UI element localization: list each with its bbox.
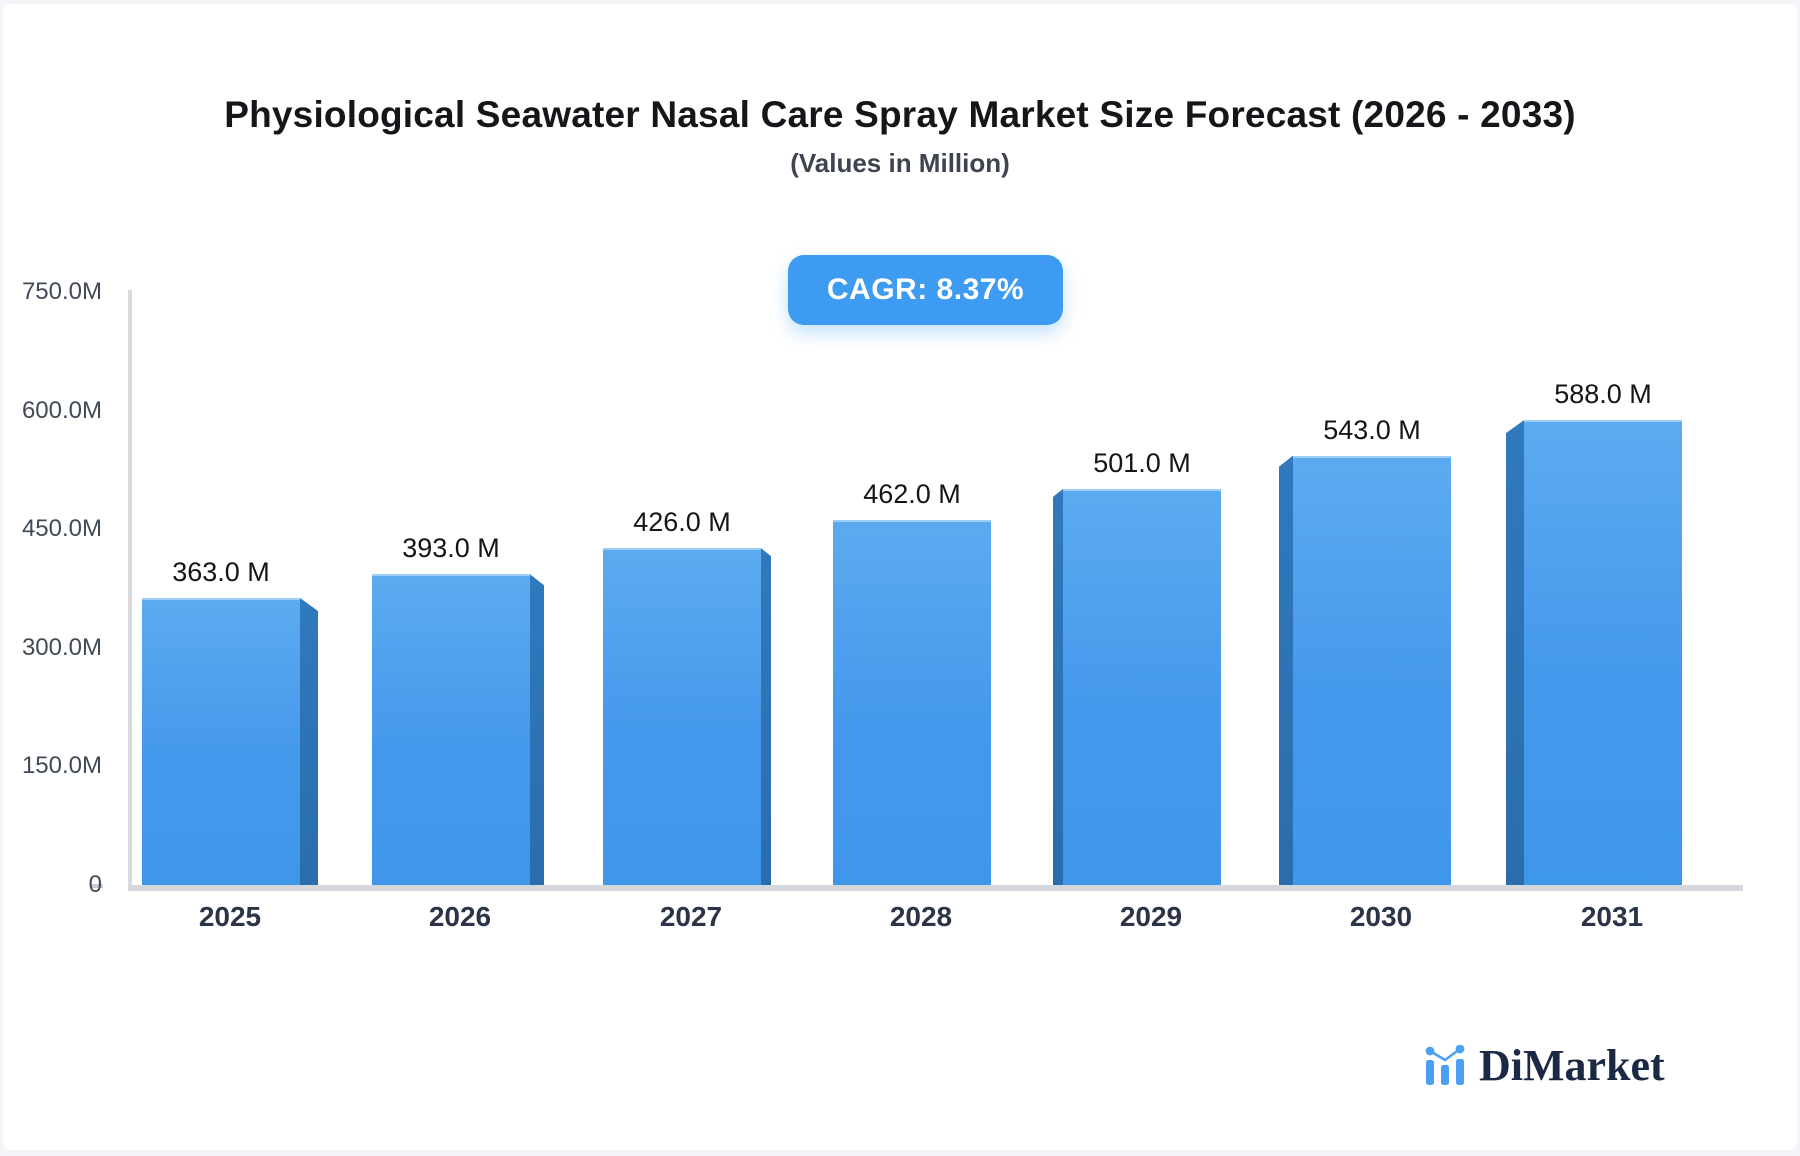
bar-2030[interactable]: [1293, 455, 1451, 885]
bar-2031[interactable]: [1524, 420, 1682, 885]
bar-value-label: 426.0 M: [633, 507, 731, 538]
x-category-label: 2028: [889, 901, 953, 932]
x-category-label: 2030: [1349, 901, 1413, 932]
bar-value-label: 363.0 M: [172, 556, 270, 587]
bar-2025[interactable]: [142, 597, 300, 885]
zero-tick-mark: [92, 884, 103, 888]
bar-2027[interactable]: [603, 548, 761, 885]
y-axis-line: [128, 290, 132, 890]
brand-logo: DiMarket: [1424, 1042, 1665, 1090]
bar-3d-side: [300, 597, 318, 885]
bar-value-label: 393.0 M: [402, 533, 500, 564]
x-category-label: 2029: [1119, 901, 1183, 932]
bar-3d-side: [530, 574, 544, 885]
bar-value-label: 588.0 M: [1554, 379, 1652, 410]
x-axis-baseline: [128, 885, 1743, 891]
x-category-label: 2026: [428, 901, 492, 932]
bar-3d-side: [1279, 455, 1293, 885]
x-category-label: 2031: [1580, 901, 1644, 932]
bar-2026[interactable]: [372, 574, 530, 885]
bar-3d-side: [1053, 488, 1063, 885]
bar-value-label: 501.0 M: [1093, 447, 1191, 478]
chart-title: Physiological Seawater Nasal Care Spray …: [224, 94, 1576, 135]
bar-2028[interactable]: [833, 519, 991, 885]
chart-subtitle: (Values in Million): [790, 148, 1010, 178]
mini-bar-chart-icon: [1425, 1045, 1465, 1085]
bar-2029[interactable]: [1063, 488, 1221, 885]
bar-value-label: 543.0 M: [1323, 414, 1421, 445]
cagr-badge-label: CAGR: 8.37%: [826, 273, 1025, 306]
bar-3d-side: [1506, 420, 1524, 885]
bar-3d-side: [761, 548, 771, 885]
x-category-label: 2027: [659, 901, 723, 932]
x-category-label: 2025: [198, 901, 262, 932]
brand-logo-text: DiMarket: [1479, 1041, 1665, 1090]
bar-value-label: 462.0 M: [863, 478, 961, 509]
cagr-badge: CAGR: 8.37%: [788, 255, 1063, 325]
